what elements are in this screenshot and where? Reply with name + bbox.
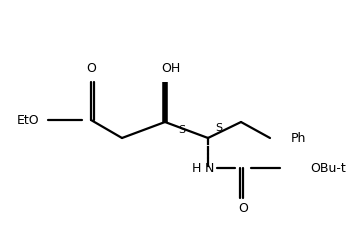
Text: OBu-t: OBu-t	[310, 161, 346, 175]
Text: S: S	[178, 125, 185, 135]
Text: N: N	[204, 161, 214, 175]
Text: EtO: EtO	[17, 114, 39, 126]
Text: O: O	[238, 202, 248, 215]
Text: S: S	[215, 123, 222, 133]
Text: H: H	[191, 161, 201, 175]
Text: Ph: Ph	[291, 131, 306, 145]
Text: OH: OH	[161, 62, 181, 74]
Text: O: O	[86, 62, 96, 74]
